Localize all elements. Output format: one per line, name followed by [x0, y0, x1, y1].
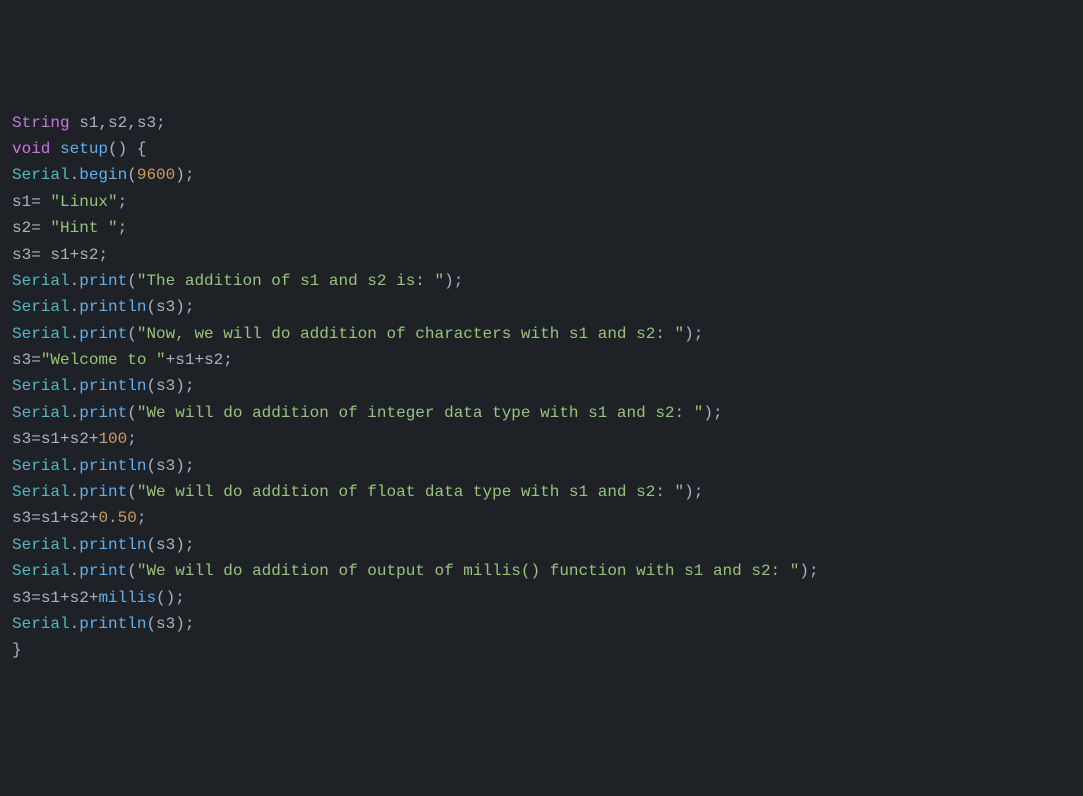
- function-name: setup: [60, 140, 108, 158]
- code-line: s1= "Linux";: [12, 189, 1071, 215]
- code-line: Serial.print("We will do addition of flo…: [12, 479, 1071, 505]
- code-editor[interactable]: String s1,s2,s3;void setup() {Serial.beg…: [12, 110, 1071, 664]
- code-line: String s1,s2,s3;: [12, 110, 1071, 136]
- method: println: [79, 298, 146, 316]
- code-line: void setup() {: [12, 136, 1071, 162]
- code-line: Serial.println(s3);: [12, 532, 1071, 558]
- number: 0.50: [98, 509, 136, 527]
- code-line: s3="Welcome to "+s1+s2;: [12, 347, 1071, 373]
- code-line: s2= "Hint ";: [12, 215, 1071, 241]
- string-literal: "The addition of s1 and s2 is: ": [137, 272, 444, 290]
- object: Serial: [12, 166, 70, 184]
- string-literal: "Linux": [50, 193, 117, 211]
- method: begin: [79, 166, 127, 184]
- string-literal: "Hint ": [50, 219, 117, 237]
- code-line: Serial.print("We will do addition of int…: [12, 400, 1071, 426]
- code-line: s3=s1+s2+0.50;: [12, 505, 1071, 531]
- string-literal: "We will do addition of float data type …: [137, 483, 684, 501]
- string-literal: "Welcome to ": [41, 351, 166, 369]
- code-line: }: [12, 637, 1071, 663]
- code-line: s3= s1+s2;: [12, 242, 1071, 268]
- code-line: Serial.println(s3);: [12, 611, 1071, 637]
- code-line: Serial.begin(9600);: [12, 162, 1071, 188]
- code-line: Serial.print("We will do addition of out…: [12, 558, 1071, 584]
- number: 100: [98, 430, 127, 448]
- string-literal: "We will do addition of integer data typ…: [137, 404, 704, 422]
- code-line: Serial.print("The addition of s1 and s2 …: [12, 268, 1071, 294]
- function-call: millis: [98, 589, 156, 607]
- keyword-type: String: [12, 114, 70, 132]
- code-line: Serial.println(s3);: [12, 294, 1071, 320]
- number: 9600: [137, 166, 175, 184]
- code-line: s3=s1+s2+100;: [12, 426, 1071, 452]
- string-literal: "Now, we will do addition of characters …: [137, 325, 684, 343]
- code-line: Serial.println(s3);: [12, 373, 1071, 399]
- code-line: s3=s1+s2+millis();: [12, 585, 1071, 611]
- code-line: Serial.print("Now, we will do addition o…: [12, 321, 1071, 347]
- code-line: Serial.println(s3);: [12, 453, 1071, 479]
- method: print: [79, 272, 127, 290]
- string-literal: "We will do addition of output of millis…: [137, 562, 800, 580]
- identifier: s1: [79, 114, 98, 132]
- keyword: void: [12, 140, 50, 158]
